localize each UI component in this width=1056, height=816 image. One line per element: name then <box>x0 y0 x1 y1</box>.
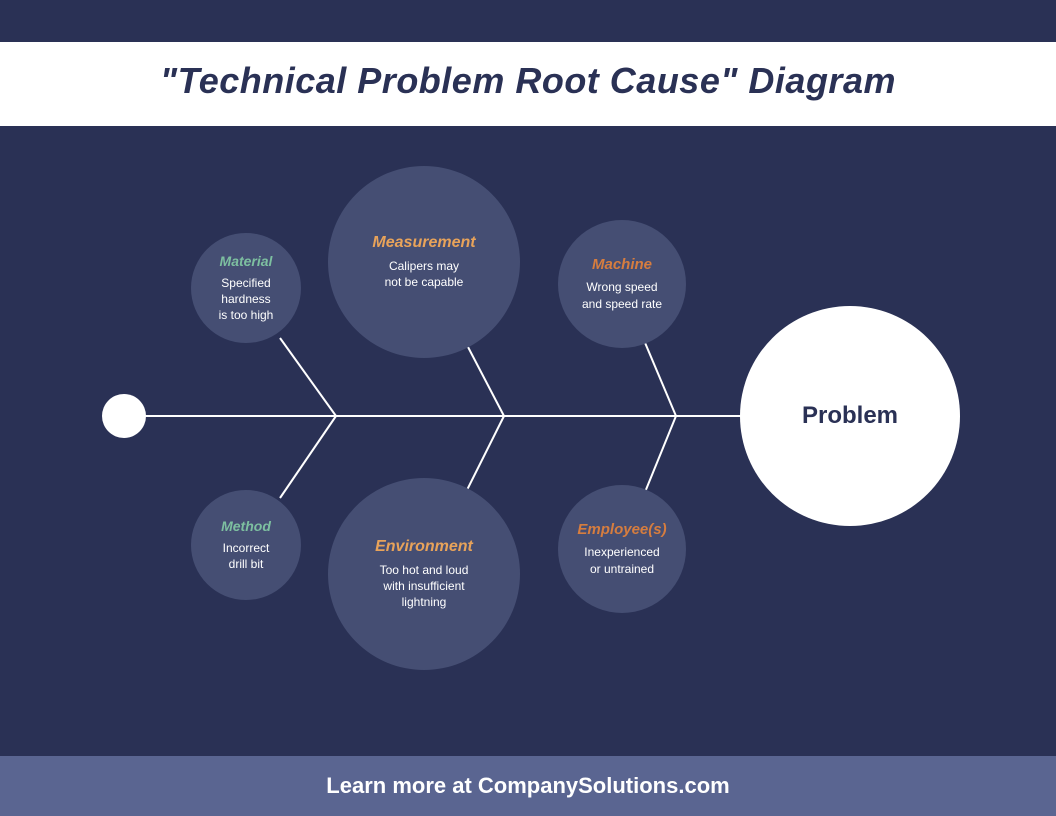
footer-bar: Learn more at CompanySolutions.com <box>0 756 1056 816</box>
cause-desc: Specifiedhardnessis too high <box>219 275 274 324</box>
title-bar: "Technical Problem Root Cause" Diagram <box>0 42 1056 126</box>
cause-label: Machine <box>592 256 652 273</box>
cause-desc: Too hot and loudwith insufficientlightni… <box>380 562 469 611</box>
cause-label: Material <box>220 253 273 269</box>
cause-label: Environment <box>375 538 473 556</box>
cause-label: Method <box>221 518 271 534</box>
page-title: "Technical Problem Root Cause" Diagram <box>0 60 1056 102</box>
page-root: "Technical Problem Root Cause" Diagram M… <box>0 0 1056 816</box>
cause-label: Measurement <box>372 234 475 252</box>
cause-environment: Environment Too hot and loudwith insuffi… <box>328 478 520 670</box>
footer-text: Learn more at CompanySolutions.com <box>326 773 729 799</box>
cause-material: Material Specifiedhardnessis too high <box>191 233 301 343</box>
cause-desc: Incorrectdrill bit <box>223 540 270 572</box>
cause-desc: Calipers maynot be capable <box>385 258 464 290</box>
problem-head: Problem <box>740 306 960 526</box>
problem-label: Problem <box>802 402 898 430</box>
rib-line <box>280 338 336 416</box>
cause-measurement: Measurement Calipers maynot be capable <box>328 166 520 358</box>
tail-node <box>102 394 146 438</box>
cause-desc: Wrong speedand speed rate <box>582 279 662 311</box>
rib-line <box>280 416 336 498</box>
cause-desc: Inexperiencedor untrained <box>584 544 659 576</box>
top-bar <box>0 0 1056 42</box>
fishbone-diagram: Material Specifiedhardnessis too high Me… <box>0 126 1056 754</box>
cause-method: Method Incorrectdrill bit <box>191 490 301 600</box>
cause-employees: Employee(s) Inexperiencedor untrained <box>558 485 686 613</box>
cause-machine: Machine Wrong speedand speed rate <box>558 220 686 348</box>
cause-label: Employee(s) <box>577 521 666 538</box>
